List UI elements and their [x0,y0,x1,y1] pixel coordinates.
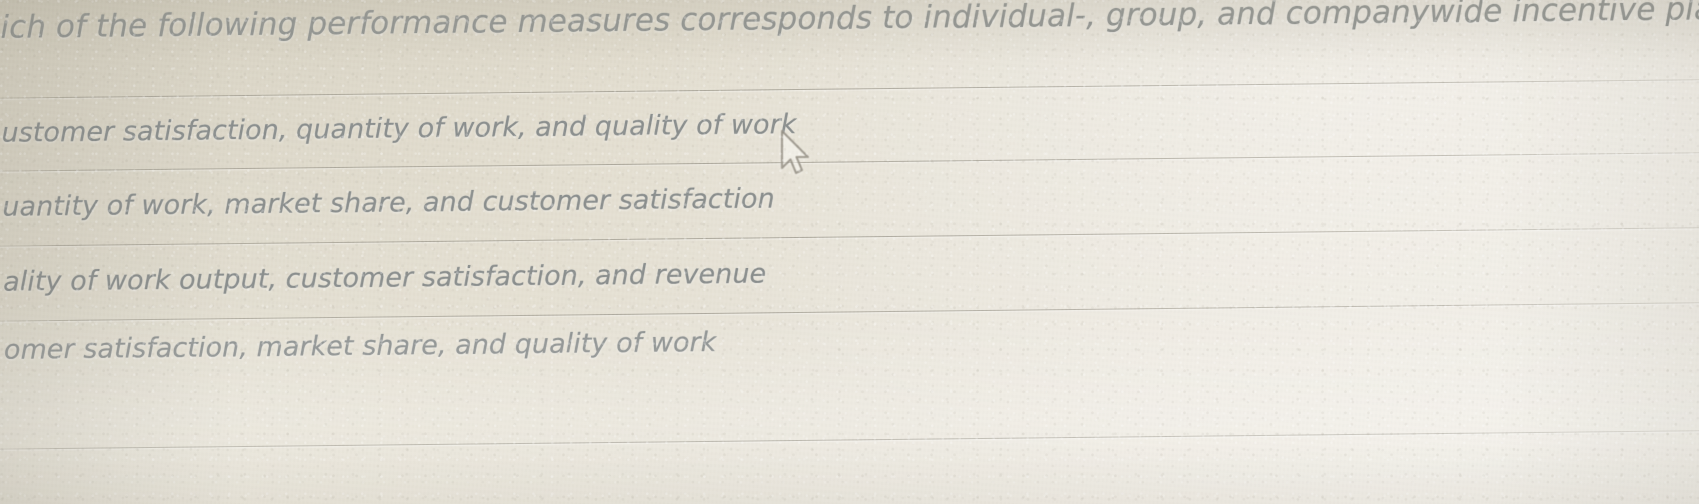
divider-4 [0,301,1699,322]
divider-2 [0,151,1699,172]
answer-option-1[interactable]: ustomer satisfaction, quantity of work, … [1,108,797,149]
answer-option-3[interactable]: ality of work output, customer satisfact… [2,258,767,298]
question-text: ich of the following performance measure… [0,0,1699,46]
divider-3 [0,226,1699,247]
divider-5 [0,429,1699,450]
divider-1 [0,78,1699,99]
answer-option-2[interactable]: uantity of work, market share, and custo… [2,183,775,223]
answer-option-4[interactable]: omer satisfaction, market share, and qua… [3,326,717,366]
